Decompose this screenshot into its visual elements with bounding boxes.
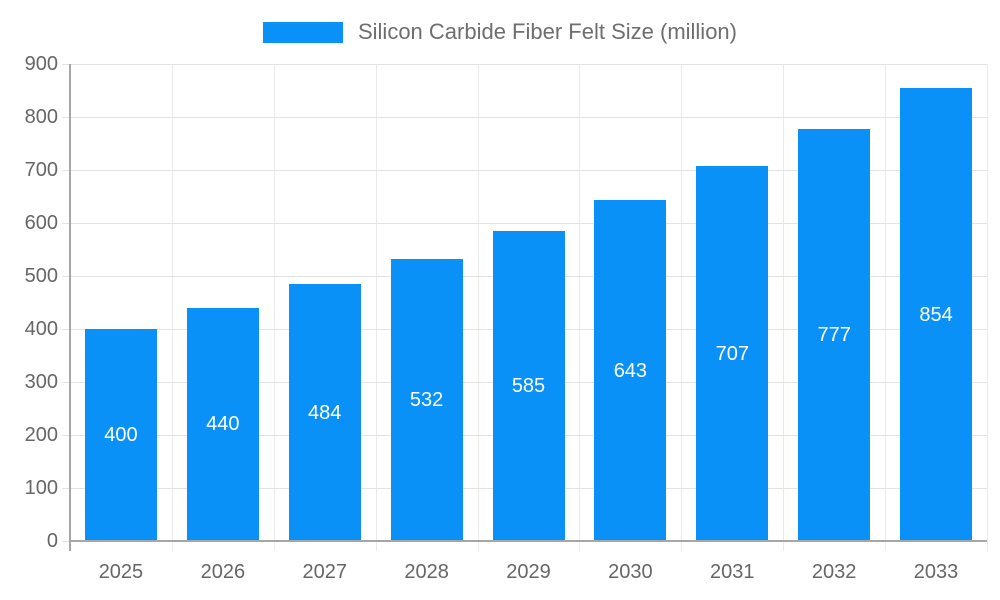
bar[interactable]: 643 bbox=[594, 200, 667, 541]
bar[interactable]: 707 bbox=[696, 166, 769, 541]
bar-value-label: 777 bbox=[817, 324, 851, 347]
x-axis-tick-label: 2032 bbox=[811, 561, 857, 583]
bar-value-label: 400 bbox=[104, 424, 138, 446]
bar[interactable]: 854 bbox=[900, 88, 973, 541]
bar-value-label: 440 bbox=[206, 413, 240, 436]
x-axis-tick-label: 2033 bbox=[913, 561, 959, 583]
bar[interactable]: 440 bbox=[186, 307, 259, 541]
bar-value-label: 643 bbox=[613, 359, 648, 382]
vertical-gridline bbox=[783, 64, 785, 551]
y-axis-tick-label: 200 bbox=[24, 424, 58, 446]
x-axis-tick-label: 2027 bbox=[302, 561, 347, 583]
y-axis-tick-label: 0 bbox=[46, 530, 58, 552]
x-axis-tick-label: 2026 bbox=[200, 561, 246, 583]
vertical-gridline bbox=[885, 64, 887, 551]
bar[interactable]: 585 bbox=[492, 230, 565, 541]
y-axis-tick-label: 600 bbox=[24, 212, 58, 234]
vertical-gridline bbox=[171, 64, 173, 551]
bar[interactable]: 400 bbox=[84, 329, 157, 541]
y-axis-tick-label: 100 bbox=[24, 477, 58, 499]
vertical-gridline bbox=[477, 64, 479, 551]
horizontal-gridline bbox=[62, 223, 987, 224]
bar[interactable]: 532 bbox=[390, 259, 463, 541]
x-axis-tick-label: 2030 bbox=[608, 561, 653, 583]
bar-value-label: 707 bbox=[715, 342, 749, 365]
legend-swatch bbox=[262, 21, 343, 43]
vertical-gridline bbox=[681, 64, 683, 551]
bar-value-label: 484 bbox=[308, 401, 342, 424]
legend-label: Silicon Carbide Fiber Felt Size (million… bbox=[357, 19, 737, 44]
vertical-gridline bbox=[375, 64, 377, 551]
bar[interactable]: 484 bbox=[288, 284, 361, 541]
x-axis-tick-label: 2031 bbox=[710, 561, 755, 583]
y-axis-line bbox=[69, 64, 71, 551]
horizontal-gridline bbox=[62, 117, 987, 118]
x-axis-tick-label: 2029 bbox=[506, 561, 551, 583]
x-axis-tick-label: 2028 bbox=[404, 561, 449, 583]
y-axis-tick-label: 700 bbox=[24, 159, 58, 181]
horizontal-gridline bbox=[62, 170, 987, 171]
vertical-gridline bbox=[987, 64, 988, 551]
bar-value-label: 532 bbox=[409, 389, 444, 412]
y-axis-tick-label: 300 bbox=[24, 371, 58, 393]
legend[interactable]: Silicon Carbide Fiber Felt Size (million… bbox=[0, 16, 1000, 48]
vertical-gridline bbox=[579, 64, 581, 551]
bar[interactable]: 777 bbox=[798, 129, 871, 541]
y-axis-tick-label: 500 bbox=[24, 265, 58, 287]
vertical-gridline bbox=[273, 64, 275, 551]
plot-area: 400 440 484 532 585 643 707 777 854 bbox=[62, 64, 988, 551]
x-axis-tick-label: 2025 bbox=[98, 561, 144, 583]
bar-value-label: 585 bbox=[511, 374, 546, 397]
y-axis-tick-label: 900 bbox=[24, 53, 58, 75]
y-axis-tick-label: 800 bbox=[24, 106, 58, 128]
bar-value-label: 854 bbox=[919, 303, 953, 326]
horizontal-gridline bbox=[62, 64, 987, 65]
x-axis-line bbox=[70, 540, 987, 542]
y-axis-tick-label: 400 bbox=[24, 318, 58, 340]
